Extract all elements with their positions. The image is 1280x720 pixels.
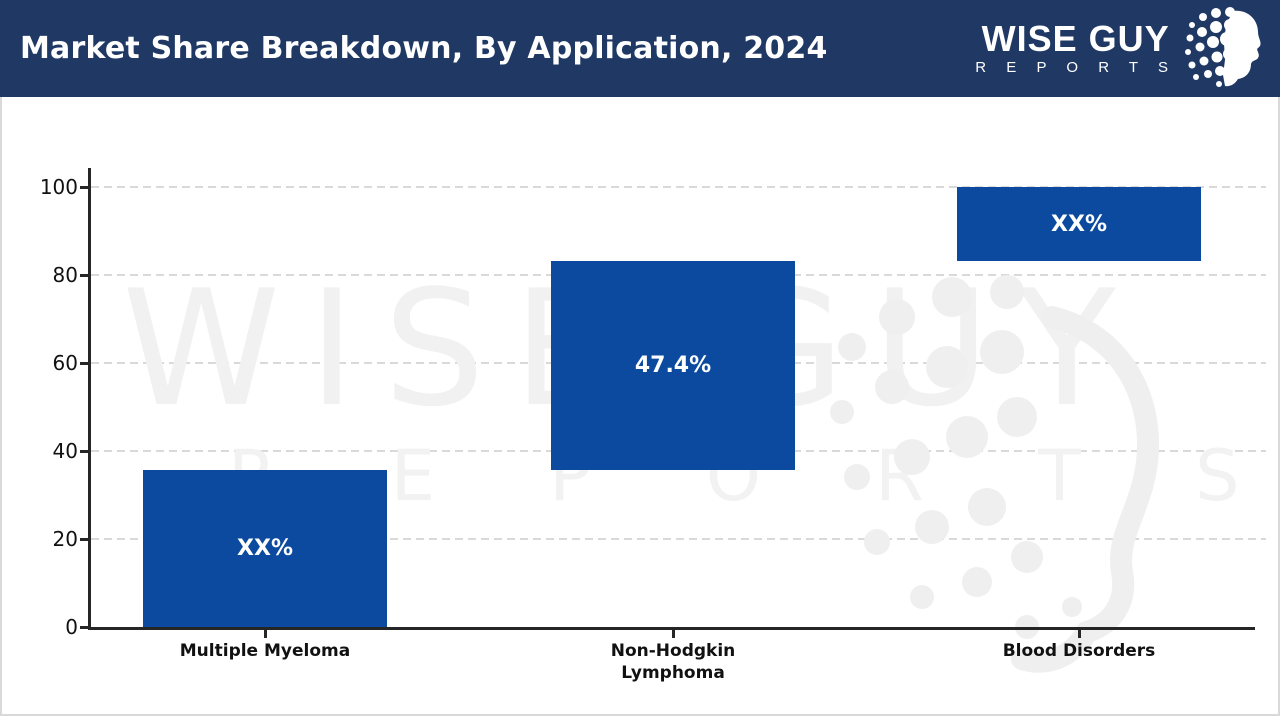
x-category-label-line: Lymphoma xyxy=(621,663,725,683)
x-axis-line xyxy=(88,627,1255,630)
bar-value-label: XX% xyxy=(237,535,293,561)
gridline-100 xyxy=(91,186,1266,188)
y-tick-label-40: 40 xyxy=(52,439,78,463)
x-tick-mark-3 xyxy=(1078,630,1081,638)
logo-dotted-head-icon xyxy=(1185,6,1261,87)
x-tick-mark-1 xyxy=(264,630,267,638)
chart-panel: WISE GUY R E P O R T S 0 20 40 60 80 100 XX% Mu… xyxy=(0,97,1280,716)
x-category-label-3: Blood Disorders xyxy=(919,640,1239,662)
header-bar: Market Share Breakdown, By Application, … xyxy=(0,0,1280,97)
x-category-label-1: Multiple Myeloma xyxy=(105,640,425,662)
y-tick-mark-80 xyxy=(80,274,88,277)
y-tick-mark-60 xyxy=(80,362,88,365)
bar-3: XX% xyxy=(957,187,1201,262)
y-tick-label-20: 20 xyxy=(52,527,78,551)
y-tick-mark-0 xyxy=(80,626,88,629)
x-category-label-line: Blood Disorders xyxy=(1002,641,1156,661)
bar-2: 47.4% xyxy=(551,261,795,470)
x-tick-mark-2 xyxy=(672,630,675,638)
bar-value-label: 47.4% xyxy=(634,353,712,379)
logo-text: WISE GUY R E P O R T S xyxy=(975,17,1176,77)
bar-1: XX% xyxy=(143,469,387,627)
watermark-dotted-head-icon xyxy=(830,275,1159,673)
gridline-20 xyxy=(91,538,1266,540)
wise-guy-reports-logo: WISE GUY R E P O R T S xyxy=(975,5,1262,93)
y-tick-label-0: 0 xyxy=(65,615,78,639)
y-tick-mark-100 xyxy=(80,186,88,189)
footer-gap xyxy=(0,716,1280,720)
y-tick-label-80: 80 xyxy=(52,263,78,287)
y-tick-label-100: 100 xyxy=(39,175,78,199)
logo-wordmark: WISE GUY xyxy=(981,17,1170,59)
logo-subtitle: R E P O R T S xyxy=(975,58,1176,76)
x-category-label-2: Non-Hodgkin Lymphoma xyxy=(513,640,833,684)
x-category-label-line: Multiple Myeloma xyxy=(179,641,351,661)
page-title: Market Share Breakdown, By Application, … xyxy=(20,31,828,66)
x-category-label-line: Non-Hodgkin xyxy=(610,641,736,661)
y-axis-line xyxy=(88,168,91,630)
y-tick-label-60: 60 xyxy=(52,351,78,375)
y-tick-mark-40 xyxy=(80,450,88,453)
bar-value-label: XX% xyxy=(1051,211,1107,237)
y-tick-mark-20 xyxy=(80,538,88,541)
